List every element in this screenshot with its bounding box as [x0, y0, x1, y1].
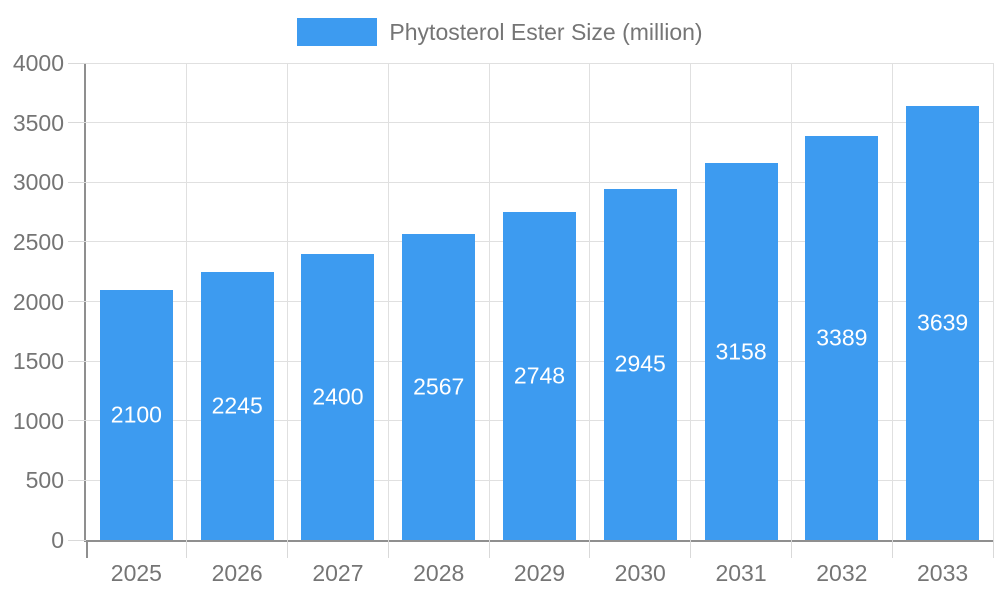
x-gridline [790, 63, 792, 540]
x-axis-tick-label: 2031 [715, 560, 767, 586]
y-axis-tick [68, 360, 86, 362]
x-axis-tick [589, 540, 591, 558]
bar-2031: 3158 [704, 163, 778, 540]
y-axis-tick [68, 420, 86, 422]
x-gridline [186, 63, 188, 540]
x-gridline [387, 63, 389, 540]
x-gridline [891, 63, 893, 540]
x-gridline [488, 63, 490, 540]
x-gridline [992, 63, 994, 540]
y-axis-tick [68, 122, 86, 124]
y-axis-tick-label: 1000 [12, 407, 64, 434]
legend: Phytosterol Ester Size (million) [0, 18, 1000, 46]
bar-2025: 2100 [99, 289, 173, 540]
x-axis-tick [85, 540, 88, 558]
y-axis-tick [68, 241, 86, 243]
y-gridline [86, 122, 993, 124]
x-gridline [589, 63, 591, 540]
x-axis-tick [387, 540, 389, 558]
x-axis-tick-label: 2026 [211, 560, 263, 586]
bar-2029: 2748 [503, 212, 576, 540]
bar-value-label: 2945 [614, 350, 666, 377]
x-axis-tick [488, 540, 490, 558]
y-gridline [86, 62, 993, 64]
bar-2030: 2945 [603, 188, 677, 540]
y-axis-tick-label: 2500 [12, 228, 64, 255]
bar-value-label: 3158 [715, 338, 767, 365]
bar-value-label: 3389 [816, 324, 868, 351]
y-axis-tick-label: 500 [25, 467, 64, 494]
x-axis-tick-label: 2029 [513, 560, 566, 586]
x-axis-tick [992, 540, 994, 558]
x-axis-tick-label: 2033 [917, 560, 969, 586]
y-axis-tick-label: 4000 [12, 50, 64, 76]
bar-value-label: 3639 [917, 309, 969, 336]
legend-swatch [297, 18, 378, 46]
x-gridline [690, 63, 692, 540]
plot-area: 2100 2245 2400 2567 2748 2945 3158 3389 3639 [84, 62, 994, 542]
y-axis-tick [68, 479, 86, 481]
y-gridline [86, 181, 993, 183]
x-axis-tick [790, 540, 792, 558]
x-axis-tick-label: 2027 [312, 560, 364, 586]
y-axis-tick-label: 0 [51, 527, 64, 553]
y-axis-tick-label: 3500 [12, 109, 64, 136]
bar-value-label: 2567 [413, 373, 465, 400]
x-axis-tick-label: 2032 [816, 560, 868, 586]
y-axis-tick [68, 301, 86, 302]
y-axis-tick-label: 2000 [12, 288, 64, 315]
x-axis-tick [891, 540, 893, 558]
x-gridline [287, 63, 289, 540]
bar-2026: 2245 [200, 272, 274, 540]
bar-2033: 3639 [906, 106, 980, 540]
y-axis-tick-label: 1500 [12, 348, 64, 375]
legend-label: Phytosterol Ester Size (million) [389, 19, 703, 45]
bar-value-label: 2245 [211, 392, 263, 419]
x-axis-tick-label: 2028 [413, 560, 465, 586]
y-axis-tick [68, 181, 86, 183]
bar-2032: 3389 [805, 135, 879, 540]
bar-value-label: 2400 [312, 383, 364, 410]
x-axis-tick [287, 540, 289, 558]
bar-value-label: 2100 [110, 401, 162, 428]
x-axis-tick [690, 540, 692, 558]
x-axis-tick [186, 540, 188, 558]
bar-value-label: 2748 [513, 362, 566, 389]
y-axis-tick [68, 539, 86, 541]
bar-2027: 2400 [301, 253, 375, 540]
bar-2028: 2567 [402, 233, 476, 540]
x-axis-tick-label: 2025 [110, 560, 162, 586]
y-axis-tick-label: 3000 [12, 169, 64, 196]
y-axis-tick [68, 62, 86, 64]
x-axis-tick-label: 2030 [614, 560, 666, 586]
